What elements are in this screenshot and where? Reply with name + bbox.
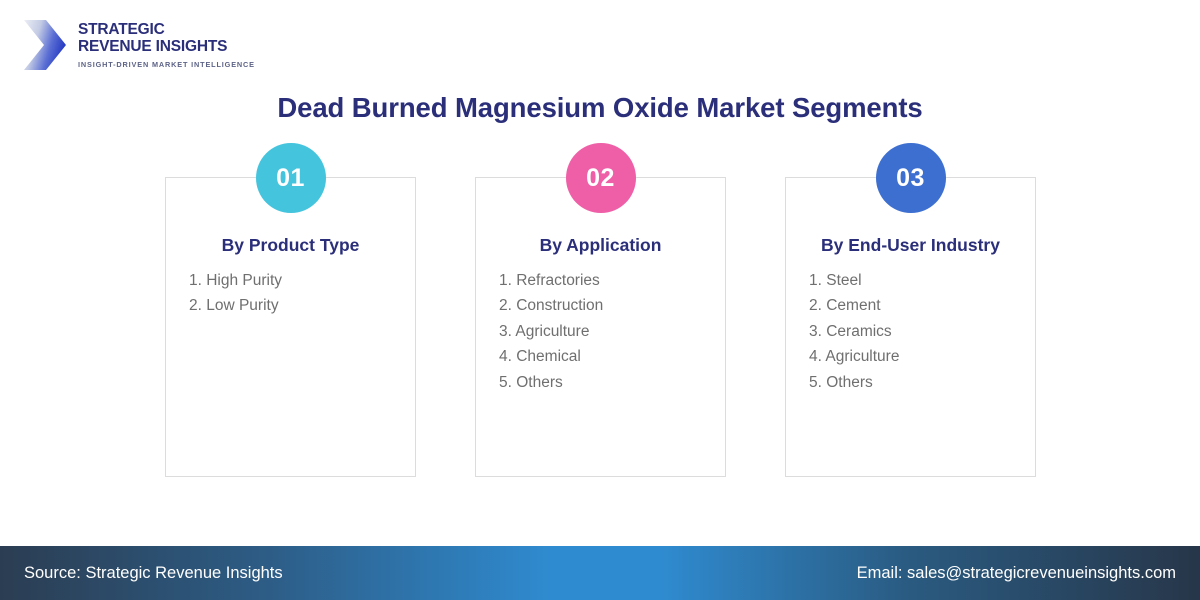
list-item: 5. Others (499, 373, 563, 391)
page-title: Dead Burned Magnesium Oxide Market Segme… (277, 92, 923, 123)
footer-source: Source: Strategic Revenue Insights (24, 563, 283, 582)
list-item: 1. Steel (809, 272, 862, 289)
list-item: 2. Construction (499, 297, 604, 315)
brand-logo: STRATEGIC REVENUE INSIGHTS INSIGHT-DRIVE… (22, 18, 255, 72)
list-item: 2. Cement (809, 297, 881, 315)
list-item: 1. Refractories (499, 272, 600, 289)
list-item: 1. High Purity (189, 272, 283, 289)
brand-name-line1: STRATEGIC (78, 20, 165, 38)
segment-heading-end-user-industry: By End-User Industry (821, 235, 1000, 255)
segment-list-product-type: 1. High Purity 2. Low Purity (189, 268, 405, 319)
segment-heading-application: By Application (539, 235, 662, 255)
list-item: 2. Low Purity (189, 297, 279, 315)
brand-name-line2: REVENUE INSIGHTS (78, 38, 228, 55)
segment-list-end-user-industry: 1. Steel 2. Cement 3. Ceramics 4. Agricu… (809, 268, 1025, 395)
chevron-arrow-logo-icon (24, 20, 66, 70)
segment-badge-02: 02 (565, 143, 636, 213)
list-item: 4. Agriculture (809, 348, 900, 366)
segment-card-product-type: 01 By Product Type 1. High Purity 2. Low… (165, 143, 416, 477)
footer-email: Email: sales@strategicrevenueinsights.co… (856, 563, 1176, 582)
list-item: 5. Others (809, 373, 873, 391)
segment-badge-03: 03 (875, 143, 946, 213)
brand-wordmark: STRATEGIC REVENUE INSIGHTS INSIGHT-DRIVE… (78, 21, 255, 70)
segment-card-end-user-industry: 03 By End-User Industry 1. Steel 2. Ceme… (785, 143, 1036, 477)
segment-heading-product-type: By Product Type (221, 235, 360, 255)
list-item: 3. Agriculture (499, 322, 590, 340)
segment-list-application: 1. Refractories 2. Construction 3. Agric… (499, 268, 715, 395)
segment-card-application: 02 By Application 1. Refractories 2. Con… (475, 143, 726, 477)
brand-tagline: INSIGHT-DRIVEN MARKET INTELLIGENCE (78, 60, 255, 70)
list-item: 3. Ceramics (809, 322, 892, 340)
list-item: 4. Chemical (499, 348, 581, 366)
segment-card-group: 01 By Product Type 1. High Purity 2. Low… (165, 143, 1036, 477)
footer-bar: Source: Strategic Revenue Insights Email… (0, 546, 1200, 600)
segment-badge-01: 01 (255, 143, 326, 213)
